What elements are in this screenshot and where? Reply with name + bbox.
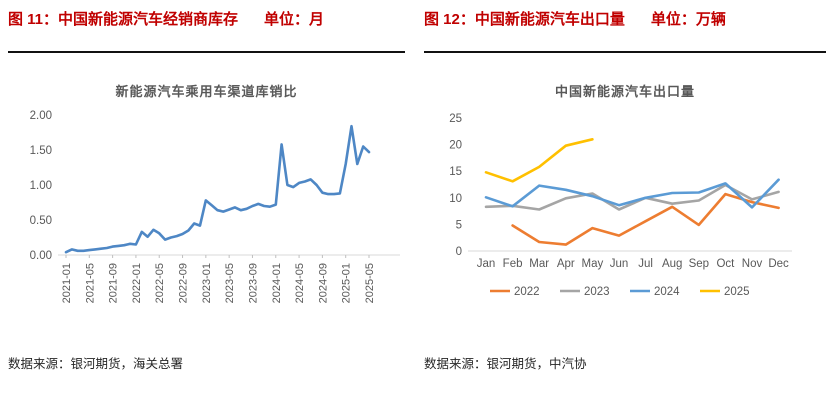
figure-12-title: 图 12：中国新能源汽车出口量 [424, 11, 625, 28]
y-axis-tick-label: 20 [449, 140, 462, 152]
figure-11-heading: 图 11：中国新能源汽车经销商库存 单位：月 [8, 10, 405, 30]
legend-label-2022: 2022 [514, 286, 540, 298]
inventory-chart-svg: 0.00 0.50 1.00 1.50 2.00 2021-01 2021-05 2021-0… [30, 110, 400, 303]
x-axis-tick-label: Sep [689, 258, 709, 270]
y-axis-tick-label: 5 [456, 219, 462, 231]
x-axis-tick-label: Aug [662, 258, 682, 270]
y-axis-tick-label: 2.00 [30, 110, 52, 122]
y-axis-tick-label: 0.00 [30, 250, 52, 262]
figure-12-unit: 单位：万辆 [650, 11, 726, 28]
x-axis-tick-label: Oct [716, 258, 735, 270]
legend-label-2023: 2023 [584, 286, 610, 298]
y-axis-tick-label: 1.00 [30, 180, 52, 192]
legend-label-2025: 2025 [724, 286, 750, 298]
figure-12-divider [424, 51, 826, 53]
x-axis-tick-label: 2024-05 [294, 263, 306, 303]
export-chart-box: 中国新能源汽车出口量 0 5 10 15 20 25 Jan Feb Mar Apr May Jun J… [424, 59, 826, 335]
x-axis-tick-label: 2023-01 [201, 263, 213, 303]
x-axis-tick-label: Feb [503, 258, 523, 270]
x-axis-tick-label: Jan [477, 258, 496, 270]
x-axis-tick-label: Jul [638, 258, 653, 270]
x-axis-tick-label: Dec [768, 258, 789, 270]
export-chart-title: 中国新能源汽车出口量 [554, 84, 695, 99]
x-axis-tick-label: 2025-01 [341, 263, 353, 303]
x-axis-tick-label: 2022-05 [154, 263, 166, 303]
x-axis-tick-label: Nov [742, 258, 763, 270]
figure-11-source: 数据来源：银河期货，海关总署 [8, 357, 184, 371]
figure-11-unit: 单位：月 [264, 11, 325, 28]
x-axis-tick-label: 2025-05 [364, 263, 376, 303]
y-axis-tick-label: 0 [456, 246, 462, 258]
y-axis-tick-label: 1.50 [30, 145, 52, 157]
x-axis-tick-label: 2021-01 [61, 263, 73, 303]
inventory-chart-title: 新能源汽车乘用车渠道库销比 [115, 84, 298, 99]
x-axis-tick-label: 2024-09 [317, 263, 329, 303]
y-axis-tick-label: 0.50 [30, 215, 52, 227]
y-axis-tick-label: 15 [449, 166, 462, 178]
y-axis-tick-label: 25 [449, 113, 462, 125]
figure-12-source: 数据来源：银河期货，中汽协 [424, 357, 587, 371]
x-axis-tick-label: 2021-05 [84, 263, 96, 303]
x-axis-tick-label: Mar [529, 258, 549, 270]
figure-11-panel: 图 11：中国新能源汽车经销商库存 单位：月 新能源汽车乘用车渠道库销比 0.00… [8, 10, 405, 372]
figure-12-heading: 图 12：中国新能源汽车出口量 单位：万辆 [424, 10, 826, 30]
x-axis-tick-label: 2024-01 [271, 263, 283, 303]
x-axis-tick-label: May [582, 258, 604, 270]
figure-11-divider [8, 51, 405, 53]
series-line-2022 [511, 192, 780, 246]
inventory-ratio-line [64, 124, 371, 254]
legend-label-2024: 2024 [654, 286, 680, 298]
figure-12-panel: 图 12：中国新能源汽车出口量 单位：万辆 中国新能源汽车出口量 0 5 10 15 20… [424, 10, 826, 372]
x-axis-tick-label: 2022-09 [178, 263, 190, 303]
x-axis-tick-label: Jun [610, 258, 629, 270]
series-line-2024 [484, 178, 780, 209]
x-axis-tick-label: 2023-05 [224, 263, 236, 303]
series-line-2025 [484, 138, 594, 183]
x-axis-tick-label: 2022-01 [131, 263, 143, 303]
x-axis-tick-label: 2023-09 [247, 263, 259, 303]
inventory-chart-box: 新能源汽车乘用车渠道库销比 0.00 0.50 1.00 1.50 2.00 2021-0… [8, 59, 405, 335]
y-axis-tick-label: 10 [449, 193, 462, 205]
x-axis-tick-label: Apr [557, 258, 575, 270]
x-axis-tick-label: 2021-09 [108, 263, 120, 303]
figure-11-title: 图 11：中国新能源汽车经销商库存 [8, 11, 239, 28]
